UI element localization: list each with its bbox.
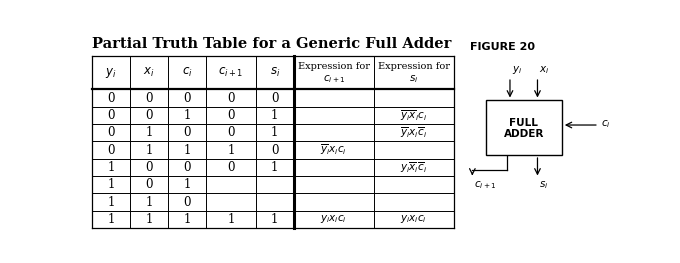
Text: 1: 1 [271,126,279,139]
Text: 1: 1 [107,195,115,209]
Text: 1: 1 [227,213,235,226]
Text: Expression for: Expression for [298,63,370,72]
Text: 0: 0 [146,92,153,105]
Text: $c_{i+1}$: $c_{i+1}$ [322,73,345,85]
Bar [486,100,562,155]
Text: 0: 0 [271,92,279,105]
Text: 0: 0 [107,144,115,156]
Text: 1: 1 [227,144,235,156]
Text: 0: 0 [184,92,191,105]
Text: 0: 0 [184,195,191,209]
Text: $c_i$: $c_i$ [182,66,192,79]
Text: FULL: FULL [509,118,538,128]
Text: 1: 1 [107,213,115,226]
Text: Expression for: Expression for [378,63,450,72]
Text: $\overline{y}_ix_i\overline{c}_i$: $\overline{y}_ix_i\overline{c}_i$ [401,125,428,140]
Text: $c_{i+1}$: $c_{i+1}$ [218,66,243,79]
Text: 0: 0 [227,161,235,174]
Text: 0: 0 [146,109,153,122]
Text: $\overline{y}_ix_ic_i$: $\overline{y}_ix_ic_i$ [320,143,347,158]
Text: 1: 1 [184,109,191,122]
Text: 1: 1 [184,213,191,226]
Text: FIGURE 20: FIGURE 20 [470,42,534,52]
Text: $s_i$: $s_i$ [269,66,280,79]
Text: $x_i$: $x_i$ [143,66,155,79]
Text: 1: 1 [184,144,191,156]
Text: 1: 1 [271,161,279,174]
Text: 0: 0 [227,92,235,105]
Text: $y_ix_ic_i$: $y_ix_ic_i$ [320,213,347,225]
Text: 0: 0 [146,178,153,191]
Text: $y_i$: $y_i$ [511,64,522,76]
Text: 1: 1 [107,178,115,191]
Text: 0: 0 [184,161,191,174]
Text: 1: 1 [271,109,279,122]
Text: $y_ix_ic_i$: $y_ix_ic_i$ [401,213,427,225]
Text: $x_i$: $x_i$ [539,64,549,76]
Text: 1: 1 [184,178,191,191]
Text: $s_i$: $s_i$ [409,73,419,85]
Text: 1: 1 [271,213,279,226]
Text: 0: 0 [227,109,235,122]
Text: 1: 1 [146,126,153,139]
Text: 0: 0 [107,126,115,139]
Text: 1: 1 [146,213,153,226]
Text: 0: 0 [227,126,235,139]
Text: 0: 0 [271,144,279,156]
Text: $y_i$: $y_i$ [105,66,117,80]
Text: $c_i$: $c_i$ [601,118,611,130]
Text: 1: 1 [146,144,153,156]
Text: 0: 0 [107,109,115,122]
Text: $s_i$: $s_i$ [539,179,549,191]
Text: ADDER: ADDER [503,129,544,139]
Text: $\overline{y}_i\overline{x}_ic_i$: $\overline{y}_i\overline{x}_ic_i$ [401,108,428,123]
Text: $c_{i+1}$: $c_{i+1}$ [474,179,496,191]
Text: $y_i\overline{x}_i\overline{c}_i$: $y_i\overline{x}_i\overline{c}_i$ [401,160,428,175]
Text: 1: 1 [146,195,153,209]
Text: Partial Truth Table for a Generic Full Adder: Partial Truth Table for a Generic Full A… [92,37,452,50]
Text: 0: 0 [107,92,115,105]
Text: 1: 1 [107,161,115,174]
Text: 0: 0 [146,161,153,174]
Text: 0: 0 [184,126,191,139]
